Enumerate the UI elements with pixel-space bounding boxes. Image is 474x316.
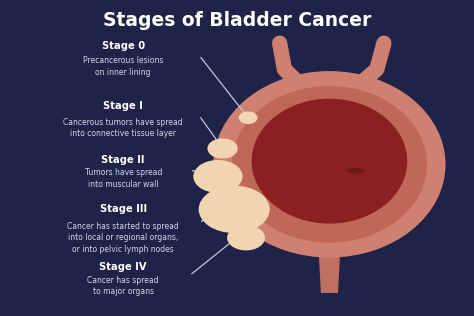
Text: Stages of Bladder Cancer: Stages of Bladder Cancer: [103, 11, 371, 30]
Circle shape: [199, 186, 270, 233]
Text: Stage III: Stage III: [100, 204, 147, 214]
Circle shape: [208, 138, 238, 159]
Polygon shape: [296, 228, 363, 293]
Text: Precancerous lesions
on inner lining: Precancerous lesions on inner lining: [83, 56, 164, 76]
Text: Tumors have spread
into muscular wall: Tumors have spread into muscular wall: [84, 168, 162, 189]
Text: Stage I: Stage I: [103, 101, 143, 111]
Text: Cancer has started to spread
into local or regional organs,
or into pelvic lymph: Cancer has started to spread into local …: [67, 222, 179, 253]
Text: Stage 0: Stage 0: [102, 41, 145, 51]
Text: Cancer has spread
to major organs: Cancer has spread to major organs: [88, 276, 159, 296]
Circle shape: [227, 225, 265, 250]
Ellipse shape: [232, 86, 427, 243]
Text: Cancerous tumors have spread
into connective tissue layer: Cancerous tumors have spread into connec…: [64, 118, 183, 138]
Text: Stage IV: Stage IV: [100, 262, 147, 272]
Ellipse shape: [346, 168, 365, 173]
Ellipse shape: [213, 71, 446, 258]
Circle shape: [238, 111, 257, 124]
Text: Stage II: Stage II: [101, 155, 145, 165]
Ellipse shape: [252, 99, 407, 224]
Circle shape: [193, 160, 243, 193]
